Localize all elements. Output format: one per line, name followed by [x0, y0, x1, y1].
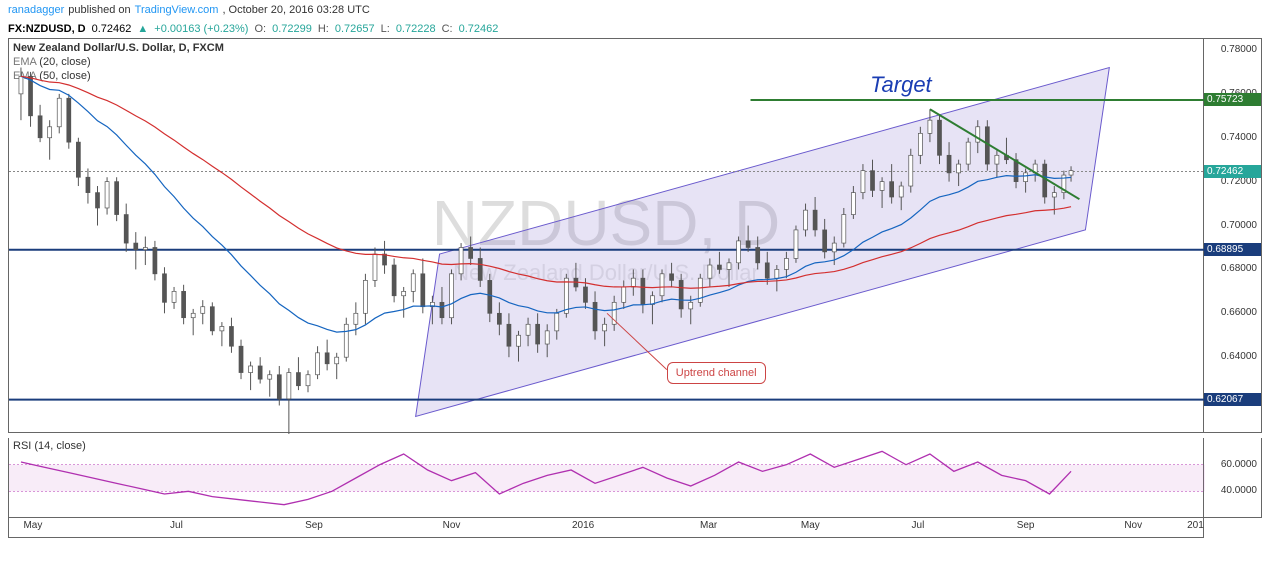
- rsi-ytick: 40.0000: [1221, 485, 1257, 496]
- target-label: Target: [870, 72, 932, 98]
- xtick: Sep: [305, 520, 323, 531]
- publish-date: , October 20, 2016 03:28 UTC: [222, 4, 369, 16]
- change-value: +0.00163 (+0.23%): [154, 23, 248, 35]
- xtick: Jul: [912, 520, 925, 531]
- xtick: Mar: [700, 520, 717, 531]
- high-value: 0.72657: [335, 23, 375, 35]
- low-value: 0.72228: [396, 23, 436, 35]
- author-link[interactable]: ranadagger: [8, 4, 64, 16]
- price-svg: [9, 39, 1205, 434]
- high-label: H:: [318, 23, 329, 35]
- ytick: 0.74000: [1221, 132, 1257, 143]
- uptrend-annotation: Uptrend channel: [667, 362, 766, 384]
- xtick: Sep: [1017, 520, 1035, 531]
- time-x-axis[interactable]: May Jul Sep Nov 2016 Mar May Jul Sep Nov 201: [8, 518, 1204, 538]
- ytick: 0.66000: [1221, 307, 1257, 318]
- rsi-ytick: 60.0000: [1221, 459, 1257, 470]
- xtick: Jul: [170, 520, 183, 531]
- close-label: C:: [442, 23, 453, 35]
- xtick: 2016: [572, 520, 594, 531]
- price-tag: 0.68895: [1204, 243, 1261, 256]
- rsi-svg: [9, 438, 1205, 518]
- change-arrow: ▲: [137, 23, 148, 35]
- xtick: May: [801, 520, 820, 531]
- price-y-axis[interactable]: 0.620000.640000.660000.680000.700000.720…: [1204, 38, 1262, 433]
- last-price: 0.72462: [92, 23, 132, 35]
- publish-text: published on: [68, 4, 130, 16]
- close-value: 0.72462: [459, 23, 499, 35]
- open-value: 0.72299: [272, 23, 312, 35]
- publish-header: ranadagger published on TradingView.com …: [0, 0, 1270, 20]
- ytick: 0.68000: [1221, 263, 1257, 274]
- symbol-info-bar: FX:NZDUSD, D 0.72462 ▲ +0.00163 (+0.23%)…: [0, 20, 1270, 38]
- xtick: May: [23, 520, 42, 531]
- open-label: O:: [254, 23, 266, 35]
- low-label: L:: [381, 23, 390, 35]
- price-chart[interactable]: NZDUSD, D New Zealand Dollar/U.S. Dollar…: [8, 38, 1204, 433]
- ytick: 0.70000: [1221, 220, 1257, 231]
- xtick: Nov: [1124, 520, 1142, 531]
- rsi-chart[interactable]: RSI (14, close): [8, 438, 1204, 518]
- rsi-y-axis[interactable]: 40.0000 60.0000: [1204, 438, 1262, 518]
- site-link[interactable]: TradingView.com: [135, 4, 219, 16]
- ytick: 0.64000: [1221, 351, 1257, 362]
- ytick: 0.78000: [1221, 44, 1257, 55]
- price-tag: 0.72462: [1204, 165, 1261, 178]
- xtick: Nov: [443, 520, 461, 531]
- xtick: 201: [1187, 520, 1204, 531]
- price-tag: 0.75723: [1204, 93, 1261, 106]
- price-tag: 0.62067: [1204, 393, 1261, 406]
- symbol: FX:NZDUSD, D: [8, 23, 86, 35]
